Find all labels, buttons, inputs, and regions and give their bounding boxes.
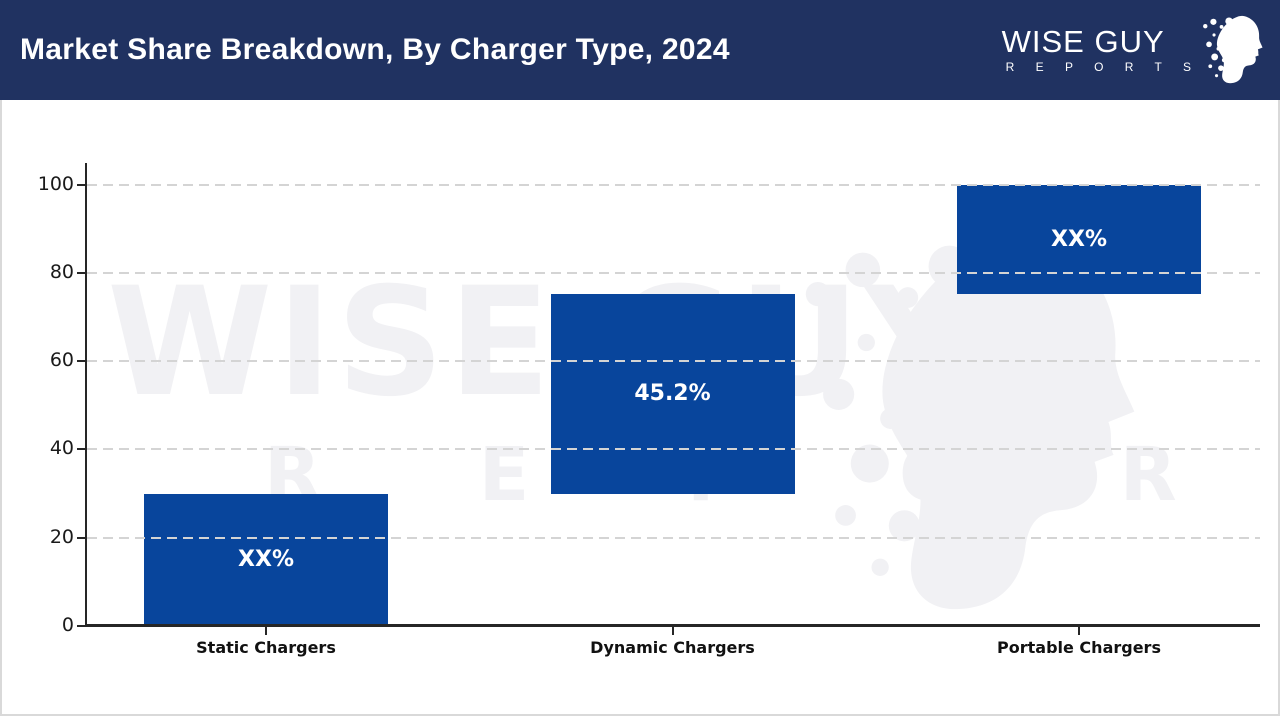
y-tick-label: 20	[49, 525, 74, 548]
category-label-static-chargers: Static Chargers	[196, 638, 336, 657]
bar-value-label: XX%	[1051, 226, 1107, 252]
gridline	[87, 183, 1260, 186]
y-tick-mark	[77, 271, 85, 274]
y-tick-mark	[77, 360, 85, 363]
brand-logo: WISE GUY R E P O R T S	[1002, 0, 1266, 100]
y-tick-label: 40	[49, 437, 74, 460]
dotted-face-profile-icon	[1203, 15, 1263, 84]
y-tick-mark	[77, 536, 85, 539]
brand-name: WISE GUY	[1001, 24, 1165, 59]
y-tick-label: 80	[49, 260, 74, 283]
category-label-dynamic-chargers: Dynamic Chargers	[590, 638, 755, 657]
bar-value-label: XX%	[238, 547, 294, 573]
y-tick-label: 100	[37, 172, 74, 195]
y-tick-mark	[77, 448, 85, 451]
gridline	[87, 360, 1260, 363]
y-tick-mark	[77, 625, 85, 627]
brand-logo-text: WISE GUY R E P O R T S	[1002, 26, 1200, 74]
y-tick-label: 60	[49, 349, 74, 372]
gridline	[87, 536, 1260, 539]
gridline	[87, 448, 1260, 451]
header-bar: Market Share Breakdown, By Charger Type,…	[0, 0, 1280, 100]
page-title: Market Share Breakdown, By Charger Type,…	[20, 33, 730, 66]
y-tick-label: 0	[61, 614, 74, 636]
bar-dynamic-chargers: 45.2%	[550, 294, 795, 494]
x-tick-mark	[1078, 627, 1080, 635]
bar-value-label: 45.2%	[634, 381, 711, 407]
x-tick-mark	[671, 627, 674, 635]
x-axis-line	[85, 624, 1260, 627]
bar-static-chargers: XX%	[144, 493, 388, 626]
y-axis-line	[85, 163, 87, 626]
category-label-portable-chargers: Portable Chargers	[997, 638, 1161, 657]
chart-figure: WISE GUY R E P O R T S XX% 45.2% XX% 0 2…	[0, 100, 1280, 716]
gridline	[87, 271, 1260, 274]
plot-area: XX% 45.2% XX%	[87, 167, 1260, 626]
x-tick-mark	[265, 627, 267, 635]
bar-portable-chargers: XX%	[957, 184, 1201, 295]
y-tick-mark	[77, 183, 85, 186]
brand-subtitle: R E P O R T S	[1005, 60, 1200, 74]
